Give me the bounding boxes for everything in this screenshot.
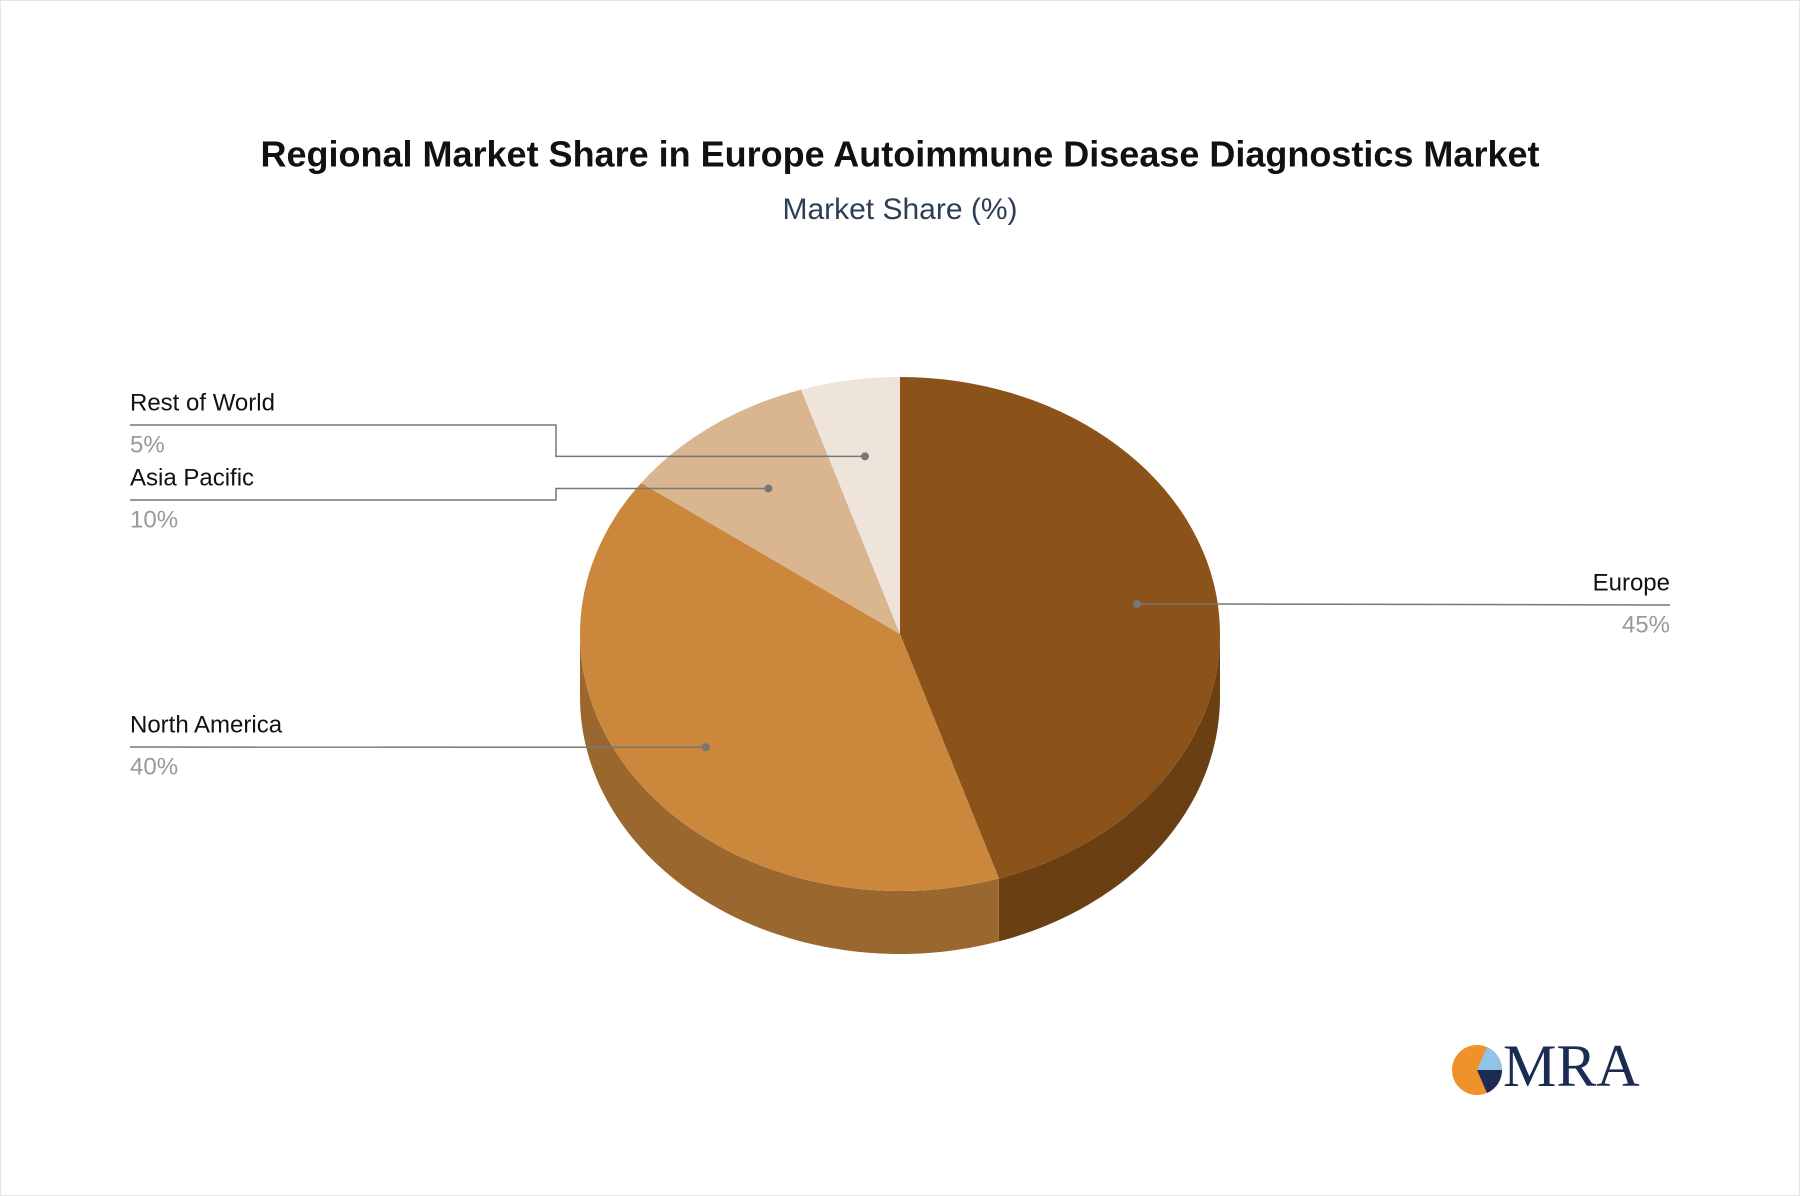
pie-slice — [641, 389, 900, 634]
logo-text: MRA — [1503, 1033, 1640, 1099]
value-label: 10% — [130, 506, 178, 533]
pie-slice — [900, 377, 1221, 879]
value-label: 45% — [1622, 611, 1670, 638]
leader-dot — [701, 743, 710, 752]
leader-dot — [1133, 599, 1142, 608]
leader-line — [130, 424, 865, 458]
logo: MRA — [1452, 1033, 1640, 1099]
legend-label: Asia Pacific — [130, 464, 254, 491]
logo-mark — [1477, 1047, 1503, 1070]
leader-line — [1137, 603, 1671, 606]
leader-dot — [764, 484, 773, 493]
legend-label: Rest of World — [130, 389, 275, 416]
legend-label: North America — [130, 711, 283, 738]
value-label: 40% — [130, 753, 178, 780]
chart-subtitle: Market Share (%) — [782, 193, 1017, 226]
pie-side — [998, 634, 1220, 942]
value-label: 5% — [130, 431, 165, 458]
pie-slice — [801, 377, 900, 634]
leader-line — [130, 487, 769, 501]
pie-side — [580, 634, 999, 954]
logo-mark — [1477, 1070, 1503, 1093]
pie-slice — [579, 482, 999, 892]
legend-label: Europe — [1593, 569, 1670, 596]
chart-title: Regional Market Share in Europe Autoimmu… — [260, 134, 1539, 175]
leader-dot — [860, 452, 869, 461]
